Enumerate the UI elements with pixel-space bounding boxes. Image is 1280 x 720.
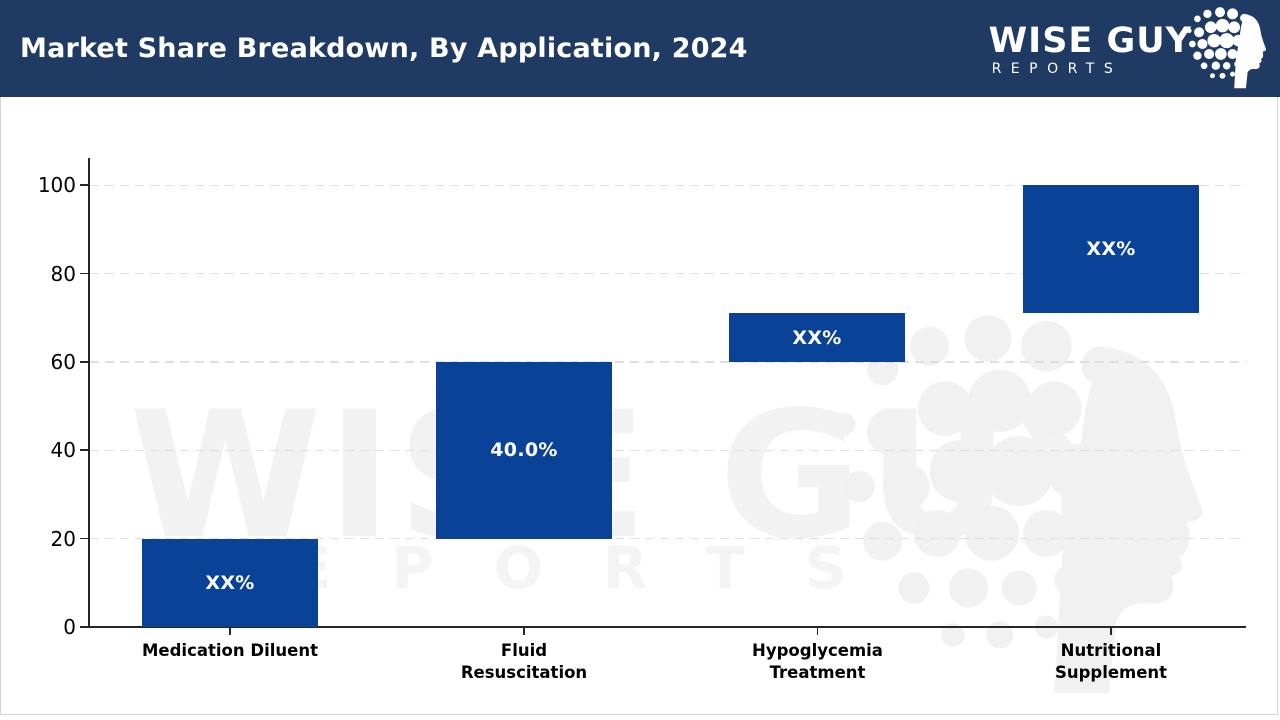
y-tick-label: 0 — [63, 615, 76, 639]
y-tick-mark — [80, 361, 88, 363]
y-tick-mark — [80, 626, 88, 628]
bar-segment: XX% — [1023, 185, 1199, 314]
x-category-label: Nutritional Supplement — [1054, 641, 1168, 682]
logo-wordmark: WISE GUY REPORTS — [988, 20, 1192, 78]
bar-value-label: 40.0% — [490, 439, 558, 462]
x-tick-mark — [523, 628, 525, 635]
page-title: Market Share Breakdown, By Application, … — [20, 33, 748, 64]
y-tick-mark — [80, 449, 88, 452]
wiseguy-logo: WISE GUY REPORTS — [989, 6, 1266, 92]
bar-value-label: XX% — [792, 326, 842, 349]
x-category-label: Medication Diluent — [142, 641, 318, 660]
y-axis-line — [88, 158, 90, 628]
y-tick-label: 100 — [37, 173, 76, 198]
header-bar: Market Share Breakdown, By Application, … — [0, 0, 1280, 97]
x-category-label: Fluid Resuscitation — [460, 641, 588, 682]
gridline — [90, 537, 1246, 540]
y-tick-label: 80 — [50, 261, 76, 286]
bar-segment: XX% — [142, 538, 318, 627]
logo-wordmark-line1: WISE GUY — [988, 20, 1192, 61]
gridline — [90, 184, 1246, 187]
y-tick-mark — [80, 184, 88, 187]
gridline — [90, 449, 1246, 452]
y-tick-mark — [80, 272, 88, 275]
y-tick-mark — [80, 537, 88, 540]
bar-value-label: XX% — [1086, 238, 1136, 261]
logo-wordmark-line2: REPORTS — [991, 61, 1123, 78]
y-tick-label: 20 — [50, 526, 76, 551]
bar-value-label: XX% — [205, 571, 255, 594]
watermark-face-icon — [832, 315, 1203, 694]
x-tick-mark — [229, 628, 231, 635]
y-tick-label: 40 — [50, 438, 76, 463]
x-axis-line — [88, 626, 1246, 629]
face-dots-icon — [1186, 7, 1266, 89]
x-tick-mark — [816, 628, 819, 635]
gridline — [90, 272, 1246, 275]
x-category-label: Hypoglycemia Treatment — [752, 641, 883, 682]
bar-segment: 40.0% — [436, 361, 612, 539]
gridline — [90, 361, 1246, 363]
y-tick-label: 60 — [50, 349, 76, 374]
x-tick-mark — [1110, 628, 1112, 635]
bar-segment: XX% — [729, 313, 905, 362]
